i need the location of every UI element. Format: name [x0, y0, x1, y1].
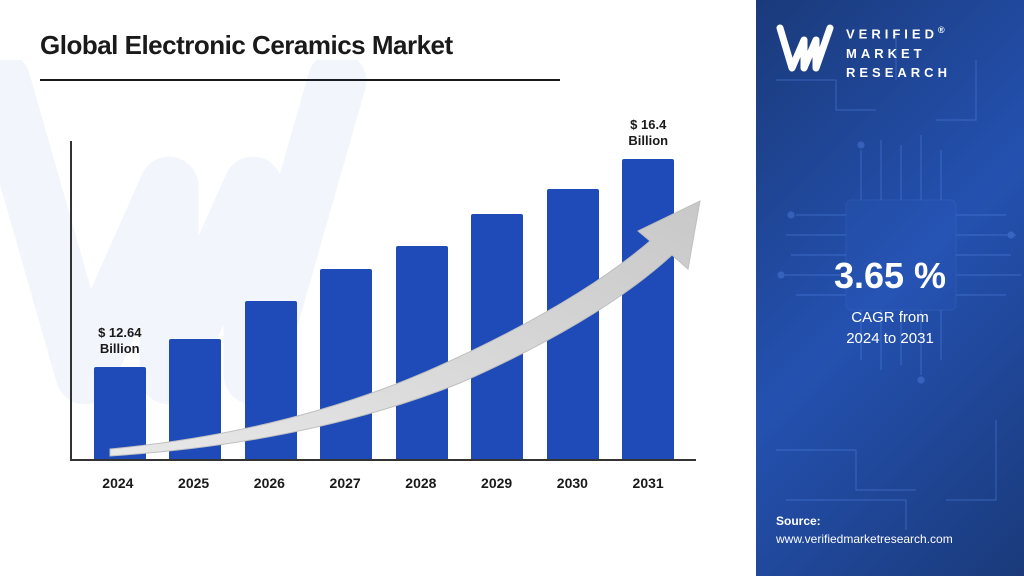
- bar-2025: [164, 339, 226, 459]
- end-unit: Billion: [628, 133, 668, 148]
- chart-title: Global Electronic Ceramics Market: [40, 30, 716, 61]
- x-label: 2028: [390, 475, 452, 491]
- logo-registered: ®: [938, 25, 945, 35]
- x-label: 2031: [617, 475, 679, 491]
- cagr-percent: 3.65 %: [756, 255, 1024, 297]
- bar: [94, 367, 146, 459]
- bar-2028: [391, 246, 453, 459]
- bar: [396, 246, 448, 459]
- source-block: Source: www.verifiedmarketresearch.com: [776, 512, 953, 548]
- logo-line1: VERIFIED: [846, 26, 938, 41]
- summary-panel: VERIFIED® MARKET RESEARCH 3.65 % CAGR fr…: [756, 0, 1024, 576]
- start-value: $ 12.64: [98, 325, 141, 340]
- x-label: 2030: [541, 475, 603, 491]
- start-unit: Billion: [100, 341, 140, 356]
- bar-2031: $ 16.4 Billion: [617, 159, 679, 459]
- x-label: 2026: [238, 475, 300, 491]
- bar: [471, 214, 523, 459]
- brand-logo: VERIFIED® MARKET RESEARCH: [776, 24, 1004, 83]
- x-label: 2024: [87, 475, 149, 491]
- logo-mark-icon: [776, 24, 836, 74]
- cagr-label-line1: CAGR from: [756, 307, 1024, 328]
- bar: [245, 301, 297, 459]
- chart-panel: Global Electronic Ceramics Market $ 12.6…: [0, 0, 756, 576]
- x-axis-labels: 2024 2025 2026 2027 2028 2029 2030 2031: [70, 475, 696, 491]
- logo-line2: MARKET: [846, 46, 926, 61]
- bar-start-label: $ 12.64 Billion: [98, 325, 141, 356]
- bar: [320, 269, 372, 459]
- bar: [622, 159, 674, 459]
- bar: [547, 189, 599, 459]
- bar-2029: [466, 214, 528, 459]
- cagr-label-line2: 2024 to 2031: [756, 328, 1024, 349]
- source-url: www.verifiedmarketresearch.com: [776, 530, 953, 548]
- bar-2026: [240, 301, 302, 459]
- end-value: $ 16.4: [630, 117, 666, 132]
- chart-area: $ 12.64 Billion $ 16.4 Billion: [40, 91, 716, 511]
- bar-2030: [542, 189, 604, 459]
- bar-2024: $ 12.64 Billion: [89, 367, 151, 459]
- chart-bars-container: $ 12.64 Billion $ 16.4 Billion: [70, 141, 696, 461]
- source-label: Source:: [776, 512, 953, 530]
- x-label: 2027: [314, 475, 376, 491]
- title-underline: [40, 79, 560, 81]
- infographic-container: Global Electronic Ceramics Market $ 12.6…: [0, 0, 1024, 576]
- bar: [169, 339, 221, 459]
- x-label: 2029: [466, 475, 528, 491]
- x-label: 2025: [163, 475, 225, 491]
- cagr-block: 3.65 % CAGR from 2024 to 2031: [756, 255, 1024, 349]
- logo-text: VERIFIED® MARKET RESEARCH: [846, 24, 951, 83]
- bar-2027: [315, 269, 377, 459]
- bar-end-label: $ 16.4 Billion: [628, 117, 668, 148]
- logo-line3: RESEARCH: [846, 65, 951, 80]
